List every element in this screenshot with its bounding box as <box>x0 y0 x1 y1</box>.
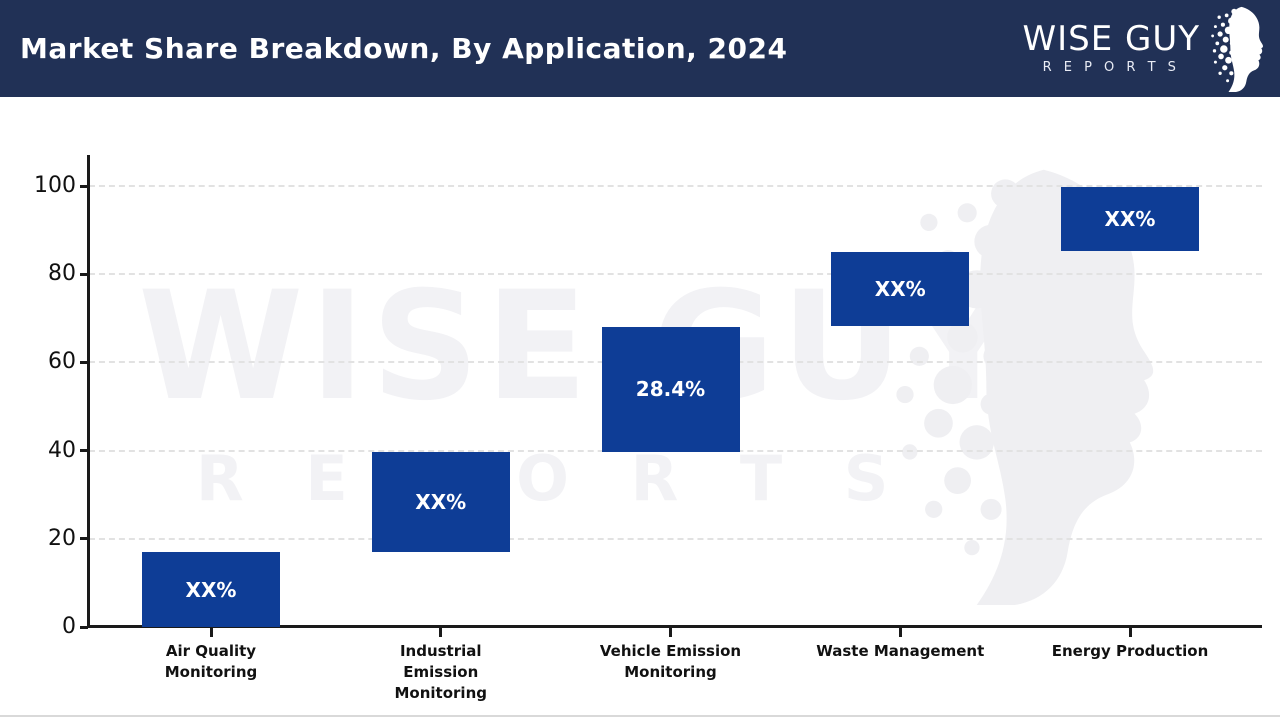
bar-value-label: 28.4% <box>635 377 706 402</box>
bar: XX% <box>1061 186 1199 251</box>
gridline <box>89 273 1262 276</box>
x-axis-tick <box>898 628 902 637</box>
y-tick-label: 40 <box>48 437 76 463</box>
logo-text: WISE GUY R E P O R T S <box>1022 19 1200 75</box>
bar: XX% <box>142 552 280 627</box>
x-axis-tick <box>439 628 443 637</box>
y-axis-tick <box>80 184 88 188</box>
logo-wordmark: WISE GUY <box>1022 19 1200 60</box>
category-label: Industrial Emission Monitoring <box>394 642 487 702</box>
bar: XX% <box>831 251 970 326</box>
gridline <box>89 537 1262 540</box>
y-tick-label: 80 <box>48 261 76 287</box>
bar-value-label: XX% <box>415 489 467 514</box>
y-axis-line <box>87 155 90 628</box>
x-axis-line <box>87 625 1262 628</box>
x-axis-tick <box>1128 628 1132 637</box>
y-axis-tick <box>80 272 88 276</box>
bar-value-label: XX% <box>1104 206 1156 231</box>
logo-face-icon <box>1211 6 1264 92</box>
bar: XX% <box>371 451 510 553</box>
y-tick-label: 100 <box>34 173 76 198</box>
footer-rule <box>0 715 1280 717</box>
wiseguy-logo: WISE GUY R E P O R T S <box>1022 6 1270 92</box>
gridline <box>89 185 1262 187</box>
y-axis-tick <box>80 360 88 364</box>
y-axis-tick <box>80 625 88 629</box>
bar-value-label: XX% <box>874 276 926 301</box>
x-axis-tick <box>209 628 213 637</box>
watermark-subtext: R E P O R T S <box>196 442 909 515</box>
y-tick-label: 20 <box>48 525 76 551</box>
x-axis-tick <box>669 628 672 637</box>
category-label: Waste Management <box>816 642 985 660</box>
bar-value-label: XX% <box>185 577 237 602</box>
y-axis-tick <box>80 537 88 541</box>
y-tick-label: 60 <box>48 349 76 375</box>
category-label: Energy Production <box>1051 642 1209 660</box>
category-label: Air Quality Monitoring <box>164 642 258 681</box>
y-tick-label: 0 <box>62 614 76 639</box>
page-title: Market Share Breakdown, By Application, … <box>20 32 788 65</box>
bar: 28.4% <box>601 326 740 452</box>
logo-subtext: R E P O R T S <box>1042 59 1180 75</box>
y-axis-tick <box>80 449 88 453</box>
category-label: Vehicle Emission Monitoring <box>599 642 742 681</box>
header: Market Share Breakdown, By Application, … <box>0 0 1280 97</box>
